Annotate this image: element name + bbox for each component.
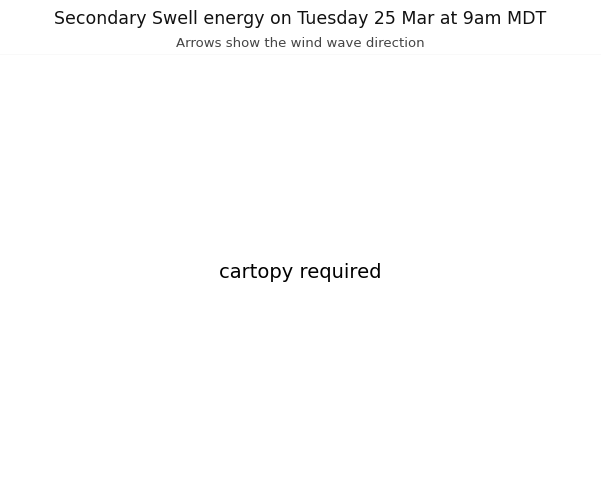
- Text: Secondary Swell energy on Tuesday 25 Mar at 9am MDT: Secondary Swell energy on Tuesday 25 Mar…: [54, 10, 547, 27]
- Text: Arrows show the wind wave direction: Arrows show the wind wave direction: [176, 37, 425, 50]
- Text: cartopy required: cartopy required: [219, 263, 382, 282]
